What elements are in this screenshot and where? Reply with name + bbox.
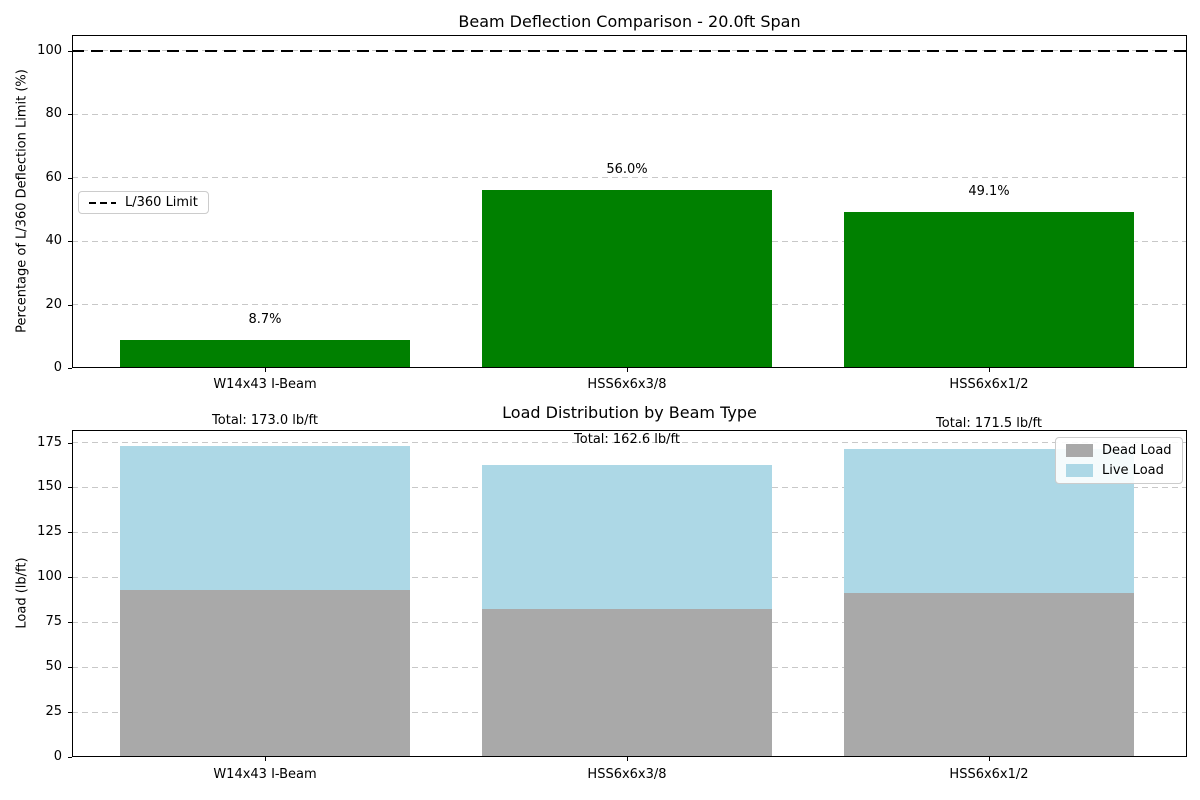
bar-value-label: 49.1% [968, 184, 1010, 200]
x-tick-mark [265, 757, 266, 761]
y-tick-mark [68, 304, 72, 306]
dead-load-segment [482, 608, 772, 757]
y-tick-label: 150 [37, 479, 62, 495]
gridline [72, 442, 1187, 444]
y-tick-mark [68, 241, 72, 243]
x-tick-mark [627, 368, 628, 372]
y-tick-label: 50 [45, 659, 62, 675]
y-tick-label: 75 [45, 614, 62, 630]
x-tick-label: HSS6x6x3/8 [587, 767, 667, 782]
y-tick-mark [68, 114, 72, 116]
y-tick-label: 60 [45, 169, 62, 185]
y-tick-label: 80 [45, 106, 62, 122]
x-tick-mark [265, 368, 266, 372]
gridline [72, 177, 1187, 179]
x-tick-label: HSS6x6x1/2 [949, 377, 1029, 392]
y-tick-label: 40 [45, 233, 62, 249]
bar-value-label: 56.0% [606, 162, 648, 178]
legend-label-l360-limit: L/360 Limit [125, 195, 198, 210]
live-load-segment [120, 446, 410, 590]
total-label: Total: 162.6 lb/ft [574, 431, 680, 447]
y-tick-mark [68, 50, 72, 52]
y-tick-mark [68, 487, 72, 489]
x-tick-mark [627, 757, 628, 761]
bar-hss6x6x1-2 [844, 212, 1134, 368]
gridline [72, 113, 1187, 115]
y-tick-mark [68, 577, 72, 579]
total-label: Total: 173.0 lb/ft [212, 413, 318, 429]
legend-row-dead-load: Dead Load [1066, 443, 1172, 458]
deflection-y-axis-label: Percentage of L/360 Deflection Limit (%) [14, 69, 30, 333]
x-tick-label: HSS6x6x3/8 [587, 377, 667, 392]
bar-value-label: 8.7% [248, 312, 282, 328]
legend-row-live-load: Live Load [1066, 463, 1172, 478]
y-tick-label: 100 [37, 42, 62, 58]
x-tick-label: HSS6x6x1/2 [949, 767, 1029, 782]
y-tick-label: 175 [37, 434, 62, 450]
y-tick-label: 20 [45, 296, 62, 312]
live-load-swatch-icon [1066, 464, 1093, 477]
load-legend: Dead Load Live Load [1055, 437, 1183, 484]
dead-load-swatch-icon [1066, 444, 1093, 457]
total-label: Total: 171.5 lb/ft [936, 415, 1042, 431]
y-tick-label: 25 [45, 704, 62, 720]
y-tick-label: 100 [37, 569, 62, 585]
y-tick-mark [68, 177, 72, 179]
y-tick-mark [68, 712, 72, 714]
legend-label-dead-load: Dead Load [1102, 443, 1172, 458]
y-tick-mark [68, 667, 72, 669]
deflection-chart-title: Beam Deflection Comparison - 20.0ft Span [458, 12, 801, 31]
y-tick-mark [68, 442, 72, 444]
load-chart-title: Load Distribution by Beam Type [502, 403, 757, 422]
y-tick-mark [68, 622, 72, 624]
y-tick-mark [68, 368, 72, 369]
live-load-segment [482, 464, 772, 609]
limit-line [72, 49, 1187, 52]
x-tick-label: W14x43 I-Beam [213, 377, 317, 392]
y-tick-mark [68, 532, 72, 534]
x-tick-mark [989, 757, 990, 761]
deflection-legend: L/360 Limit [78, 191, 209, 214]
y-tick-label: 0 [53, 749, 62, 764]
y-tick-label: 125 [37, 524, 62, 540]
legend-label-live-load: Live Load [1102, 463, 1164, 478]
dashed-line-marker-icon [89, 201, 116, 204]
bar-hss6x6x3-8 [482, 190, 772, 368]
y-tick-mark [68, 757, 72, 758]
y-tick-label: 0 [53, 360, 62, 375]
load-y-axis-label: Load (lb/ft) [14, 557, 30, 629]
x-tick-label: W14x43 I-Beam [213, 767, 317, 782]
dead-load-segment [120, 589, 410, 757]
dead-load-segment [844, 592, 1134, 757]
bar-w14x43-i-beam [120, 340, 410, 368]
x-tick-mark [989, 368, 990, 372]
